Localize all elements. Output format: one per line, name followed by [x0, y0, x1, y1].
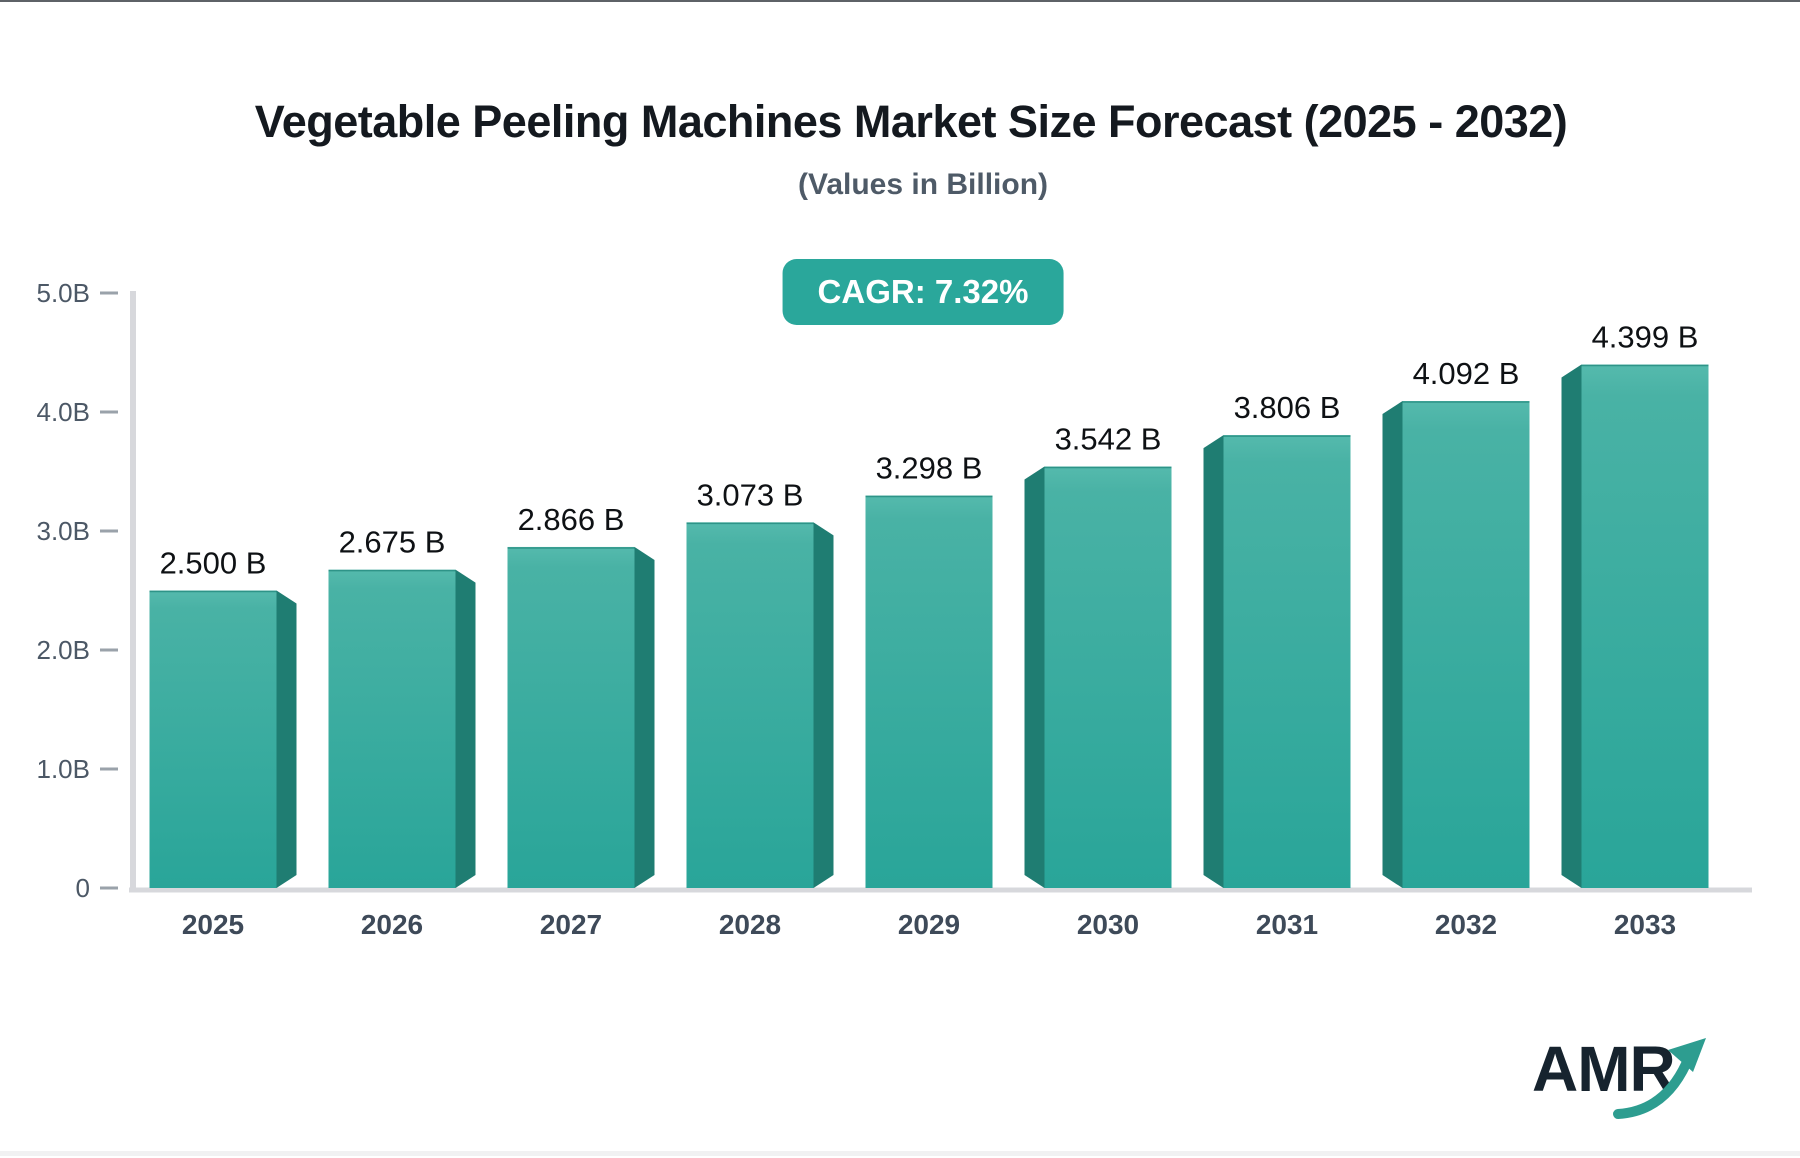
bar-group-2030: 3.542 B 2030	[1024, 422, 1172, 940]
bar-face	[686, 522, 814, 888]
x-tick-label: 2030	[1077, 909, 1139, 940]
brand-logo-text: AMR	[1532, 1033, 1676, 1105]
bar-face	[1044, 466, 1172, 888]
bar-group-2031: 3.806 B 2031	[1203, 390, 1351, 940]
x-tick-label: 2032	[1435, 909, 1497, 940]
bar-face	[507, 546, 635, 888]
bar-side-panel	[1024, 466, 1045, 888]
bar-value-label: 3.298 B	[876, 451, 983, 486]
bar-face	[865, 495, 993, 888]
page-title: Vegetable Peeling Machines Market Size F…	[254, 96, 1568, 147]
y-tick-label: 5.0B	[37, 278, 91, 308]
bar-group-2028: 3.073 B 2028	[686, 477, 834, 940]
bar-side-panel	[634, 546, 655, 888]
bar-group-2026: 2.675 B 2026	[328, 525, 476, 940]
bar-value-label: 3.806 B	[1234, 390, 1341, 425]
bar-side-panel	[1382, 401, 1403, 888]
bar-group-2027: 2.866 B 2027	[507, 502, 655, 940]
y-tick-label: 2.0B	[37, 635, 91, 665]
y-tick-label: 1.0B	[37, 754, 91, 784]
bar-side-panel	[813, 522, 834, 888]
bar-value-label: 2.500 B	[160, 546, 267, 581]
x-tick-label: 2033	[1614, 909, 1676, 940]
bar-side-panel	[455, 569, 476, 888]
bar-face	[149, 590, 277, 888]
bar-value-label: 4.092 B	[1413, 356, 1520, 391]
bar-face	[1223, 435, 1351, 888]
cagr-badge: CAGR: 7.32%	[782, 259, 1064, 325]
brand-logo: AMR	[1532, 1032, 1722, 1132]
x-tick-label: 2028	[719, 909, 781, 940]
growth-arrow-icon	[1613, 1038, 1706, 1119]
bar-group-2032: 4.092 B 2032	[1382, 356, 1530, 940]
bar-group-2033: 4.399 B 2033	[1561, 320, 1709, 940]
bar-value-label: 3.073 B	[697, 477, 804, 512]
y-tick-label: 3.0B	[37, 516, 91, 546]
x-tick-label: 2027	[540, 909, 602, 940]
bar-value-label: 4.399 B	[1592, 320, 1699, 355]
y-tick-label: 0	[76, 873, 90, 903]
x-tick-label: 2025	[182, 909, 244, 940]
bar-face	[1581, 364, 1709, 888]
bar-side-panel	[276, 590, 297, 888]
bar-value-label: 3.542 B	[1055, 422, 1162, 457]
bottom-divider	[0, 1151, 1800, 1156]
bar-face	[328, 569, 456, 888]
x-tick-label: 2031	[1256, 909, 1318, 940]
bar-group-2029: 3.298 B 2029	[865, 451, 993, 940]
x-tick-label: 2029	[898, 909, 960, 940]
y-tick-label: 4.0B	[37, 397, 91, 427]
bar-face	[1402, 401, 1530, 888]
x-tick-label: 2026	[361, 909, 423, 940]
bar-group-2025: 2.500 B 2025	[149, 546, 297, 940]
bar-value-label: 2.866 B	[518, 502, 625, 537]
bar-side-panel	[1561, 364, 1582, 888]
bar-value-label: 2.675 B	[339, 525, 446, 560]
bar-side-panel	[1203, 435, 1224, 888]
page-subtitle: (Values in Billion)	[797, 168, 1049, 201]
